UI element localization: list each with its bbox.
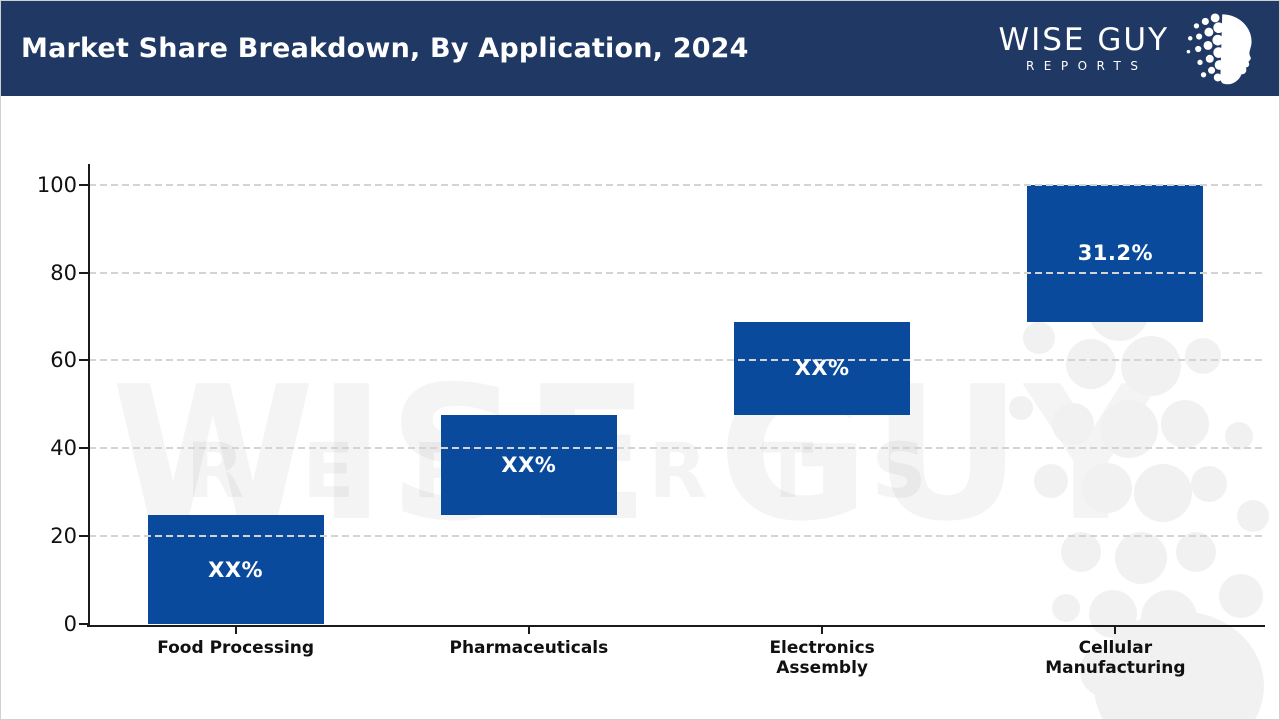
x-axis-line — [87, 624, 1265, 627]
y-tick-mark — [79, 183, 88, 186]
y-tick-label-0: 0 — [63, 612, 77, 636]
x-tick-mark — [1114, 626, 1117, 634]
bar-value-label: XX% — [501, 452, 557, 477]
header-banner: Market Share Breakdown, By Application, … — [1, 1, 1279, 96]
bar-food-processing — [147, 515, 324, 624]
gridline-100 — [89, 183, 1262, 186]
logo-wordmark: WISE GUY REPORTS — [998, 24, 1169, 73]
bar-value-label: XX% — [208, 557, 264, 582]
x-tick-mark — [234, 626, 237, 634]
y-tick-mark — [79, 623, 88, 625]
category-label-pharmaceuticals: Pharmaceuticals — [449, 638, 609, 658]
category-label-cellular-manufacturing: Cellular Manufacturing — [1045, 638, 1186, 678]
bar-cellular-manufacturing — [1027, 184, 1204, 322]
category-label-electronics-assembly: Electronics Assembly — [769, 638, 875, 678]
y-axis-line — [88, 164, 90, 626]
y-tick-label-100: 100 — [36, 172, 77, 197]
logo-reports-text: REPORTS — [1025, 58, 1148, 73]
category-label-food-processing: Food Processing — [157, 638, 315, 658]
x-tick-mark — [527, 626, 530, 634]
y-tick-label-20: 20 — [50, 524, 77, 549]
gridline-80 — [89, 271, 1262, 274]
dotted-head-profile-icon — [1186, 12, 1252, 84]
y-tick-label-40: 40 — [50, 436, 77, 461]
gridline-40 — [89, 447, 1262, 450]
bar-pharmaceuticals — [440, 414, 617, 516]
logo-wise-guy-text: WISE GUY — [998, 22, 1169, 59]
gridline-60 — [89, 359, 1262, 362]
wise-guy-reports-logo: WISE GUY REPORTS — [998, 9, 1257, 89]
page-title: Market Share Breakdown, By Application, … — [21, 33, 749, 64]
y-tick-mark — [79, 447, 88, 450]
chart-area: WISE GUY REPORTS XX%XX%XX%31.2%020406080… — [1, 96, 1279, 719]
y-tick-label-60: 60 — [50, 348, 77, 373]
y-tick-label-80: 80 — [50, 260, 77, 285]
gridline-20 — [89, 535, 1262, 538]
y-tick-mark — [79, 271, 88, 274]
x-tick-mark — [821, 626, 824, 634]
bar-electronics-assembly — [734, 321, 911, 415]
y-tick-mark — [79, 359, 88, 362]
bar-value-label: XX% — [794, 356, 850, 381]
y-tick-mark — [79, 535, 88, 538]
bar-value-label: 31.2% — [1077, 241, 1154, 266]
